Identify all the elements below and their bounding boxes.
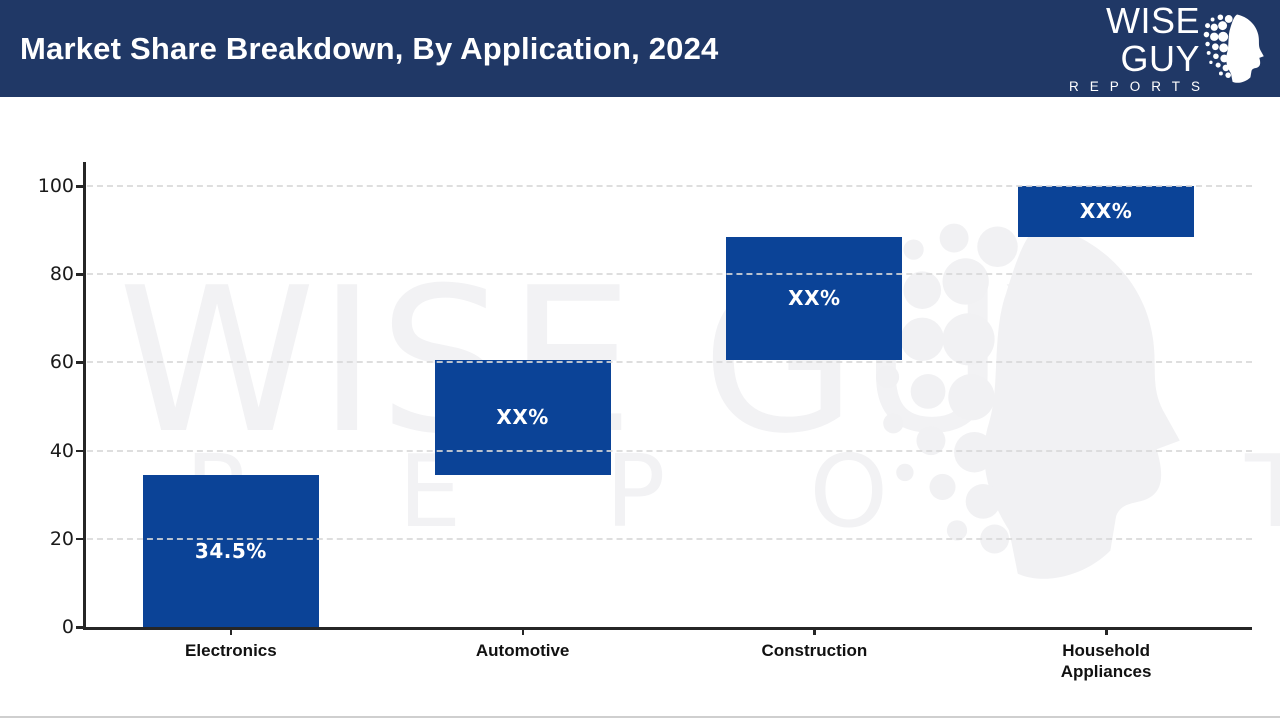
y-tick-label: 20: [49, 527, 74, 550]
y-tick-label: 60: [49, 351, 74, 374]
y-tick-mark: [76, 361, 84, 364]
y-tick-label: 0: [61, 616, 74, 638]
y-tick-mark: [76, 273, 84, 276]
x-tick-mark: [229, 627, 233, 635]
x-tick-mark: [521, 627, 525, 635]
y-tick-label: 40: [49, 439, 74, 462]
x-category-label: Construction: [761, 641, 868, 660]
brand-logo-text: WISE GUY REPORTS: [1028, 2, 1200, 96]
page-title: Market Share Breakdown, By Application, …: [20, 30, 719, 66]
bar-value-label: XX%: [788, 285, 841, 310]
y-tick-mark: [76, 537, 84, 541]
bar-value-label: XX%: [496, 405, 549, 430]
wise-guy-head-icon: [1203, 14, 1264, 83]
gridline: [87, 361, 1252, 364]
x-category-label: Electronics: [185, 641, 277, 660]
gridline: [87, 449, 1252, 452]
bottom-border-line: [0, 716, 1280, 718]
bar-value-label: XX%: [1079, 199, 1133, 223]
brand-name: WISE GUY: [1105, 0, 1200, 79]
brand-logo: WISE GUY REPORTS: [1028, 2, 1266, 94]
brand-subname: REPORTS: [1068, 79, 1211, 94]
x-tick-mark: [813, 627, 816, 635]
gridline: [87, 273, 1252, 276]
y-tick-mark: [76, 185, 84, 188]
bar: [1018, 186, 1195, 237]
watermark-head-icon: [867, 223, 1180, 579]
y-tick-mark: [76, 626, 84, 629]
y-axis-line: [83, 162, 86, 629]
y-tick-label: 80: [49, 263, 74, 286]
bar: [434, 360, 611, 475]
x-axis-line: [83, 627, 1252, 630]
y-tick-mark: [76, 449, 84, 453]
bar: [726, 236, 903, 361]
header-bar: Market Share Breakdown, By Application, …: [0, 0, 1280, 97]
gridline: [87, 185, 1252, 187]
gridline: [87, 537, 1252, 540]
y-tick-label: 100: [37, 175, 74, 197]
x-category-label: Household Appliances: [1060, 641, 1152, 681]
x-category-label: Automotive: [475, 641, 570, 660]
x-tick-mark: [1105, 627, 1108, 635]
bar-value-label: 34.5%: [194, 538, 267, 563]
bar: [142, 474, 319, 627]
